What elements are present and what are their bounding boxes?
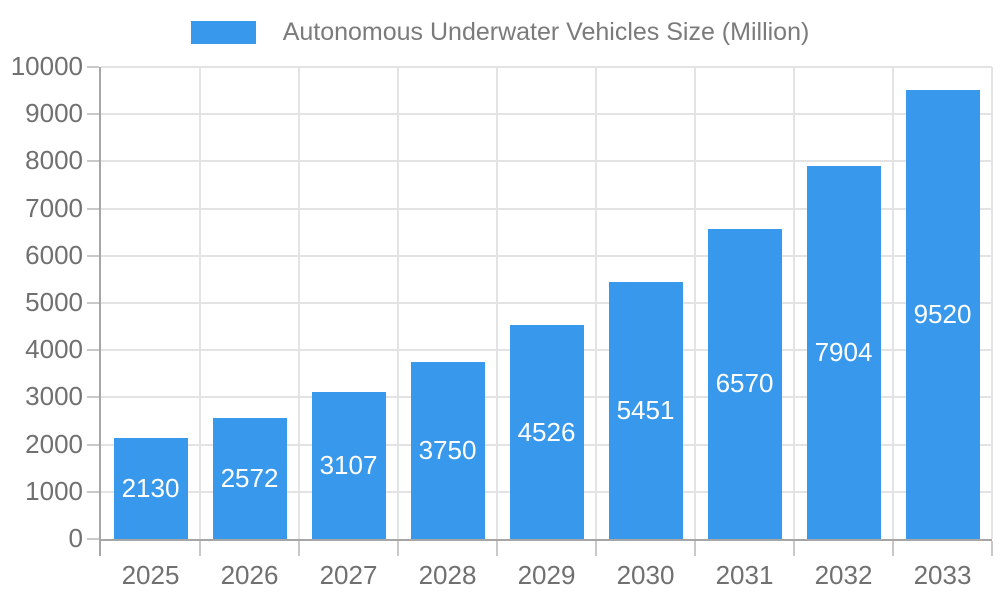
x-tick-mark — [496, 541, 498, 556]
gridline-vertical — [496, 67, 498, 539]
bar-value-label: 3107 — [319, 450, 378, 481]
bar-value-label: 9520 — [913, 298, 972, 329]
y-tick-mark — [87, 538, 99, 540]
bar-value-label: 6570 — [715, 368, 774, 399]
gridline-vertical — [892, 67, 894, 539]
x-tick-label: 2025 — [121, 560, 180, 590]
gridline-horizontal — [101, 207, 992, 210]
bar[interactable]: 6570 — [707, 228, 782, 539]
bar[interactable]: 3750 — [410, 362, 485, 539]
x-tick-mark — [397, 541, 399, 556]
gridline-horizontal — [101, 113, 992, 116]
plot-area: 0 1000 2000 3000 4000 5000 6000 7000 8000 9000 100… — [11, 51, 993, 590]
gridline-vertical — [199, 67, 201, 539]
gridline-vertical — [298, 67, 300, 539]
gridline-horizontal — [101, 66, 992, 68]
x-tick-mark — [298, 541, 300, 556]
y-tick-label: 5000 — [25, 287, 83, 317]
gridline-vertical — [793, 67, 795, 539]
bar[interactable]: 5451 — [608, 281, 683, 539]
legend-label: Autonomous Underwater Vehicles Size (Mil… — [282, 18, 810, 46]
x-tick-label: 2032 — [814, 560, 873, 590]
legend[interactable]: Autonomous Underwater Vehicles Size (Mil… — [0, 18, 1000, 47]
gridline-horizontal — [101, 160, 992, 163]
y-tick-mark — [87, 490, 99, 493]
bar-value-label: 3750 — [418, 435, 477, 465]
x-tick-mark — [793, 541, 795, 556]
x-tick-label: 2031 — [715, 560, 774, 590]
y-tick-mark — [87, 207, 99, 210]
bar-value-label: 5451 — [616, 394, 675, 425]
y-tick-label: 7000 — [25, 192, 83, 223]
x-tick-label: 2030 — [616, 560, 675, 590]
bar[interactable]: 4526 — [509, 325, 584, 539]
y-tick-mark — [87, 160, 99, 163]
y-tick-label: 2000 — [25, 428, 83, 459]
bar[interactable]: 2572 — [212, 417, 287, 539]
bar-value-label: 7904 — [814, 336, 873, 367]
bar-value-label: 2130 — [121, 473, 180, 504]
bar-value-label: 4526 — [517, 416, 576, 447]
x-tick-mark — [199, 541, 201, 556]
y-tick-mark — [87, 443, 99, 446]
gridline-vertical — [595, 67, 597, 539]
bar[interactable]: 9520 — [905, 89, 980, 539]
legend-swatch — [190, 21, 256, 44]
x-tick-mark — [694, 541, 696, 556]
y-tick-label: 9000 — [25, 98, 83, 129]
gridline-vertical — [694, 67, 696, 539]
bar-value-label: 2572 — [220, 462, 279, 493]
x-tick-mark — [892, 541, 894, 556]
x-tick-label: 2028 — [418, 560, 477, 590]
y-axis-line — [99, 67, 101, 556]
y-tick-label: 6000 — [25, 239, 83, 270]
gridline-horizontal — [101, 254, 992, 257]
y-tick-mark — [87, 302, 99, 304]
x-tick-label: 2027 — [319, 560, 378, 590]
x-tick-label: 2026 — [220, 560, 279, 590]
y-tick-label: 8000 — [25, 145, 83, 176]
gridline-vertical — [991, 67, 993, 539]
y-tick-mark — [87, 66, 99, 68]
x-axis-line — [99, 539, 992, 541]
gridline-vertical — [397, 67, 399, 539]
x-tick-mark — [991, 541, 993, 556]
y-tick-label: 0 — [68, 523, 83, 553]
gridline-horizontal — [101, 302, 992, 304]
y-tick-mark — [87, 396, 99, 399]
x-tick-label: 2029 — [517, 560, 576, 590]
bar[interactable]: 7904 — [806, 165, 881, 539]
x-tick-label: 2033 — [913, 560, 972, 590]
y-tick-label: 10000 — [10, 51, 83, 81]
x-tick-mark — [595, 541, 597, 556]
y-tick-label: 4000 — [25, 334, 83, 365]
bar[interactable]: 3107 — [311, 392, 386, 539]
y-tick-mark — [87, 349, 99, 352]
y-tick-label: 1000 — [25, 475, 83, 506]
y-tick-mark — [87, 254, 99, 257]
y-tick-mark — [87, 113, 99, 116]
bar[interactable]: 2130 — [113, 438, 188, 539]
y-tick-label: 3000 — [25, 381, 83, 412]
